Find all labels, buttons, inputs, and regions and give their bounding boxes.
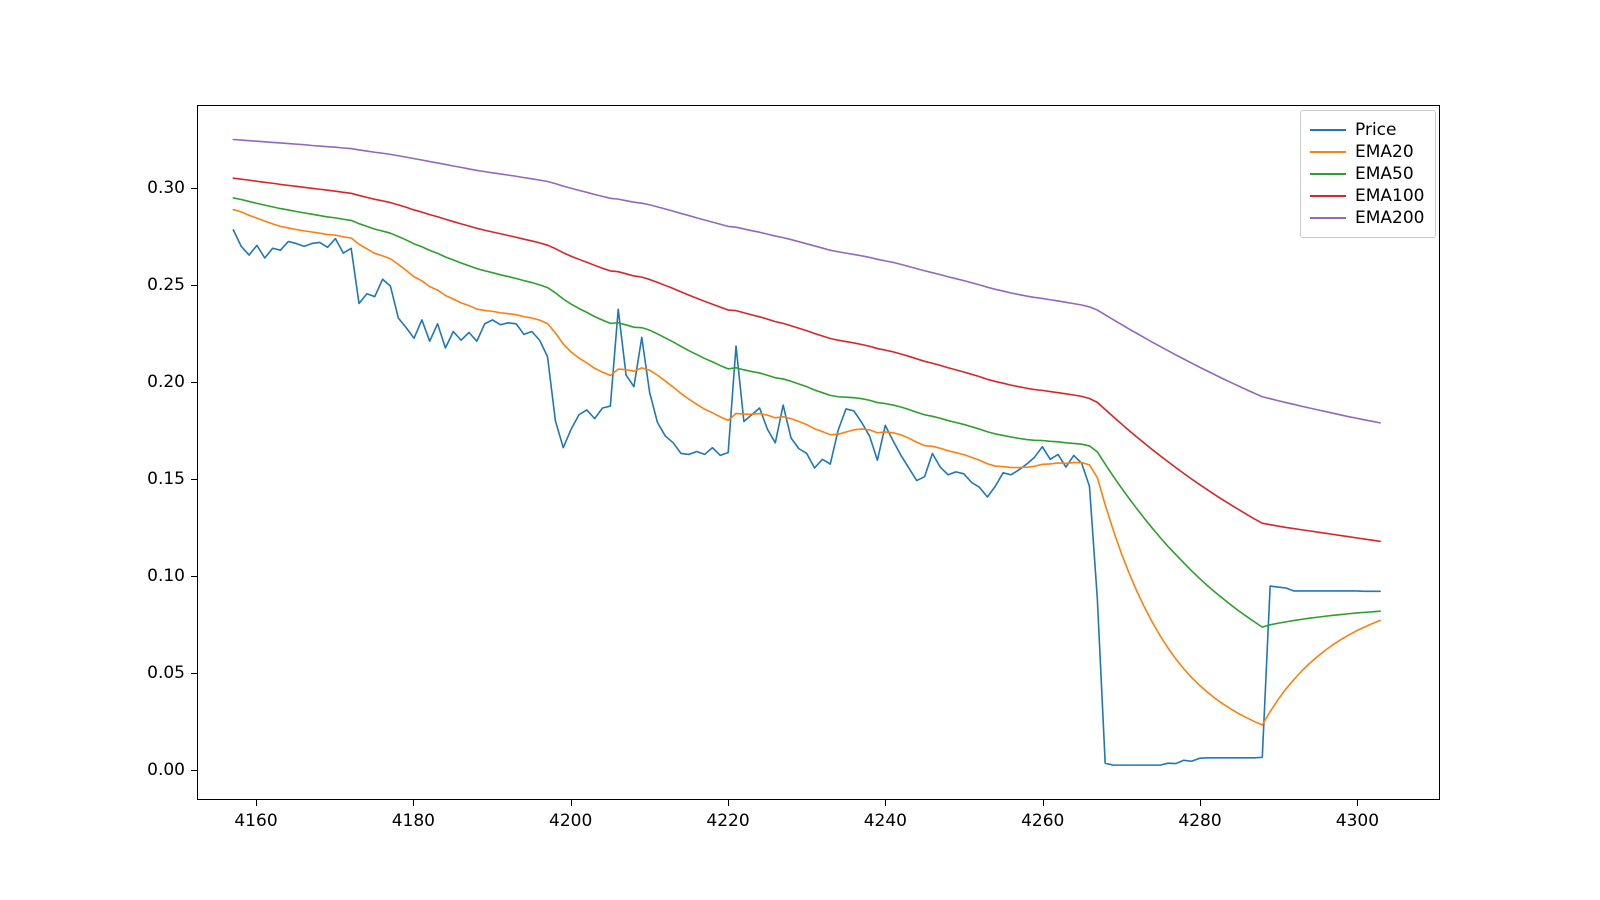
legend-label: EMA20 (1355, 141, 1414, 162)
x-tick-label: 4280 (1178, 811, 1222, 831)
series-line-ema100 (233, 178, 1380, 541)
x-tick-mark (1357, 800, 1359, 806)
y-tick-mark (191, 187, 197, 189)
series-line-price (233, 230, 1380, 765)
x-tick-label: 4260 (1021, 811, 1065, 831)
y-tick-label: 0.15 (147, 468, 185, 489)
legend-swatch-price (1310, 129, 1346, 131)
legend-item-ema50[interactable]: EMA50 (1310, 163, 1425, 185)
x-tick-mark (1042, 800, 1044, 806)
x-tick-label: 4300 (1335, 811, 1380, 831)
plot-area (197, 105, 1440, 800)
x-tick-mark (728, 800, 730, 806)
x-tick-mark (256, 800, 257, 806)
chart-legend: Price EMA20 EMA50 EMA100 EMA200 (1300, 110, 1436, 238)
x-tick-label: 4240 (863, 811, 907, 831)
x-tick-mark (570, 800, 572, 806)
x-tick-label: 4200 (549, 811, 593, 831)
y-tick-label: 0.25 (147, 274, 185, 295)
legend-swatch-ema50 (1310, 173, 1346, 175)
x-tick-mark (413, 800, 415, 806)
legend-item-price[interactable]: Price (1310, 119, 1425, 141)
y-tick-label: 0.30 (147, 177, 185, 198)
x-tick-mark (885, 800, 887, 806)
plot-svg (198, 106, 1439, 799)
legend-swatch-ema20 (1310, 151, 1346, 153)
x-tick-label: 4160 (234, 811, 278, 831)
legend-item-ema20[interactable]: EMA20 (1310, 141, 1425, 163)
x-tick-mark (1200, 800, 1202, 806)
y-tick-label: 0.00 (147, 759, 185, 780)
y-tick-mark (191, 381, 197, 383)
y-tick-mark (191, 284, 197, 286)
y-tick-mark (191, 672, 197, 674)
y-tick-mark (191, 575, 197, 577)
x-tick-label: 4220 (706, 811, 750, 831)
legend-item-ema100[interactable]: EMA100 (1310, 185, 1425, 207)
legend-swatch-ema100 (1310, 195, 1346, 197)
legend-label: EMA200 (1355, 207, 1425, 228)
series-line-ema200 (233, 139, 1380, 422)
x-tick-label: 4180 (391, 811, 435, 831)
legend-item-ema200[interactable]: EMA200 (1310, 207, 1425, 229)
y-tick-mark (191, 478, 197, 480)
y-tick-label: 0.20 (147, 371, 185, 392)
legend-label: EMA100 (1355, 185, 1425, 206)
legend-swatch-ema200 (1310, 217, 1346, 219)
y-tick-label: 0.05 (147, 662, 185, 683)
y-tick-mark (191, 769, 197, 771)
series-line-ema20 (233, 210, 1380, 725)
y-tick-label: 0.10 (147, 565, 185, 586)
legend-label: EMA50 (1355, 163, 1414, 184)
legend-label: Price (1355, 119, 1397, 140)
series-line-ema50 (233, 198, 1380, 627)
